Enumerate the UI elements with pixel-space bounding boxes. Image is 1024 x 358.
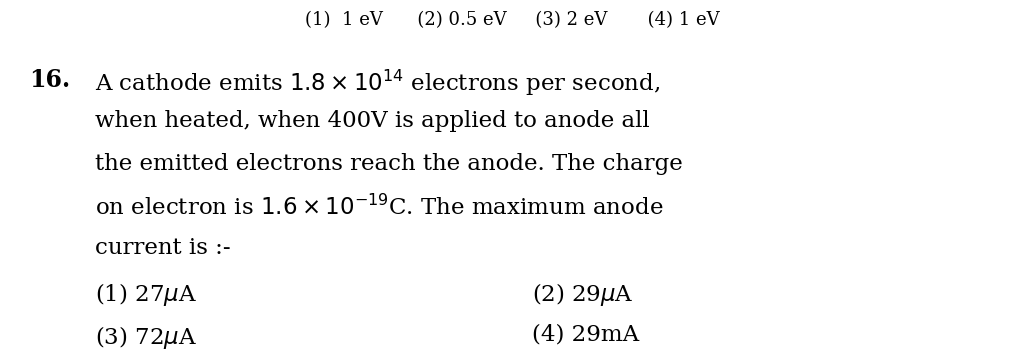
Text: 16.: 16. (29, 68, 70, 92)
Text: A cathode emits $1.8 \times 10^{14}$ electrons per second,: A cathode emits $1.8 \times 10^{14}$ ele… (95, 68, 660, 98)
Text: (1) 27$\mu$A: (1) 27$\mu$A (95, 281, 198, 308)
Text: (4) 29mA: (4) 29mA (532, 324, 640, 345)
Text: current is :-: current is :- (95, 237, 230, 259)
Text: when heated, when 400V is applied to anode all: when heated, when 400V is applied to ano… (95, 110, 650, 132)
Text: (2) 29$\mu$A: (2) 29$\mu$A (532, 281, 634, 308)
Text: on electron is $1.6 \times 10^{-19}$C. The maximum anode: on electron is $1.6 \times 10^{-19}$C. T… (95, 195, 664, 220)
Text: (3) 72$\mu$A: (3) 72$\mu$A (95, 324, 198, 350)
Text: (1)  1 eV      (2) 0.5 eV     (3) 2 eV       (4) 1 eV: (1) 1 eV (2) 0.5 eV (3) 2 eV (4) 1 eV (305, 11, 719, 29)
Text: the emitted electrons reach the anode. The charge: the emitted electrons reach the anode. T… (95, 153, 683, 174)
